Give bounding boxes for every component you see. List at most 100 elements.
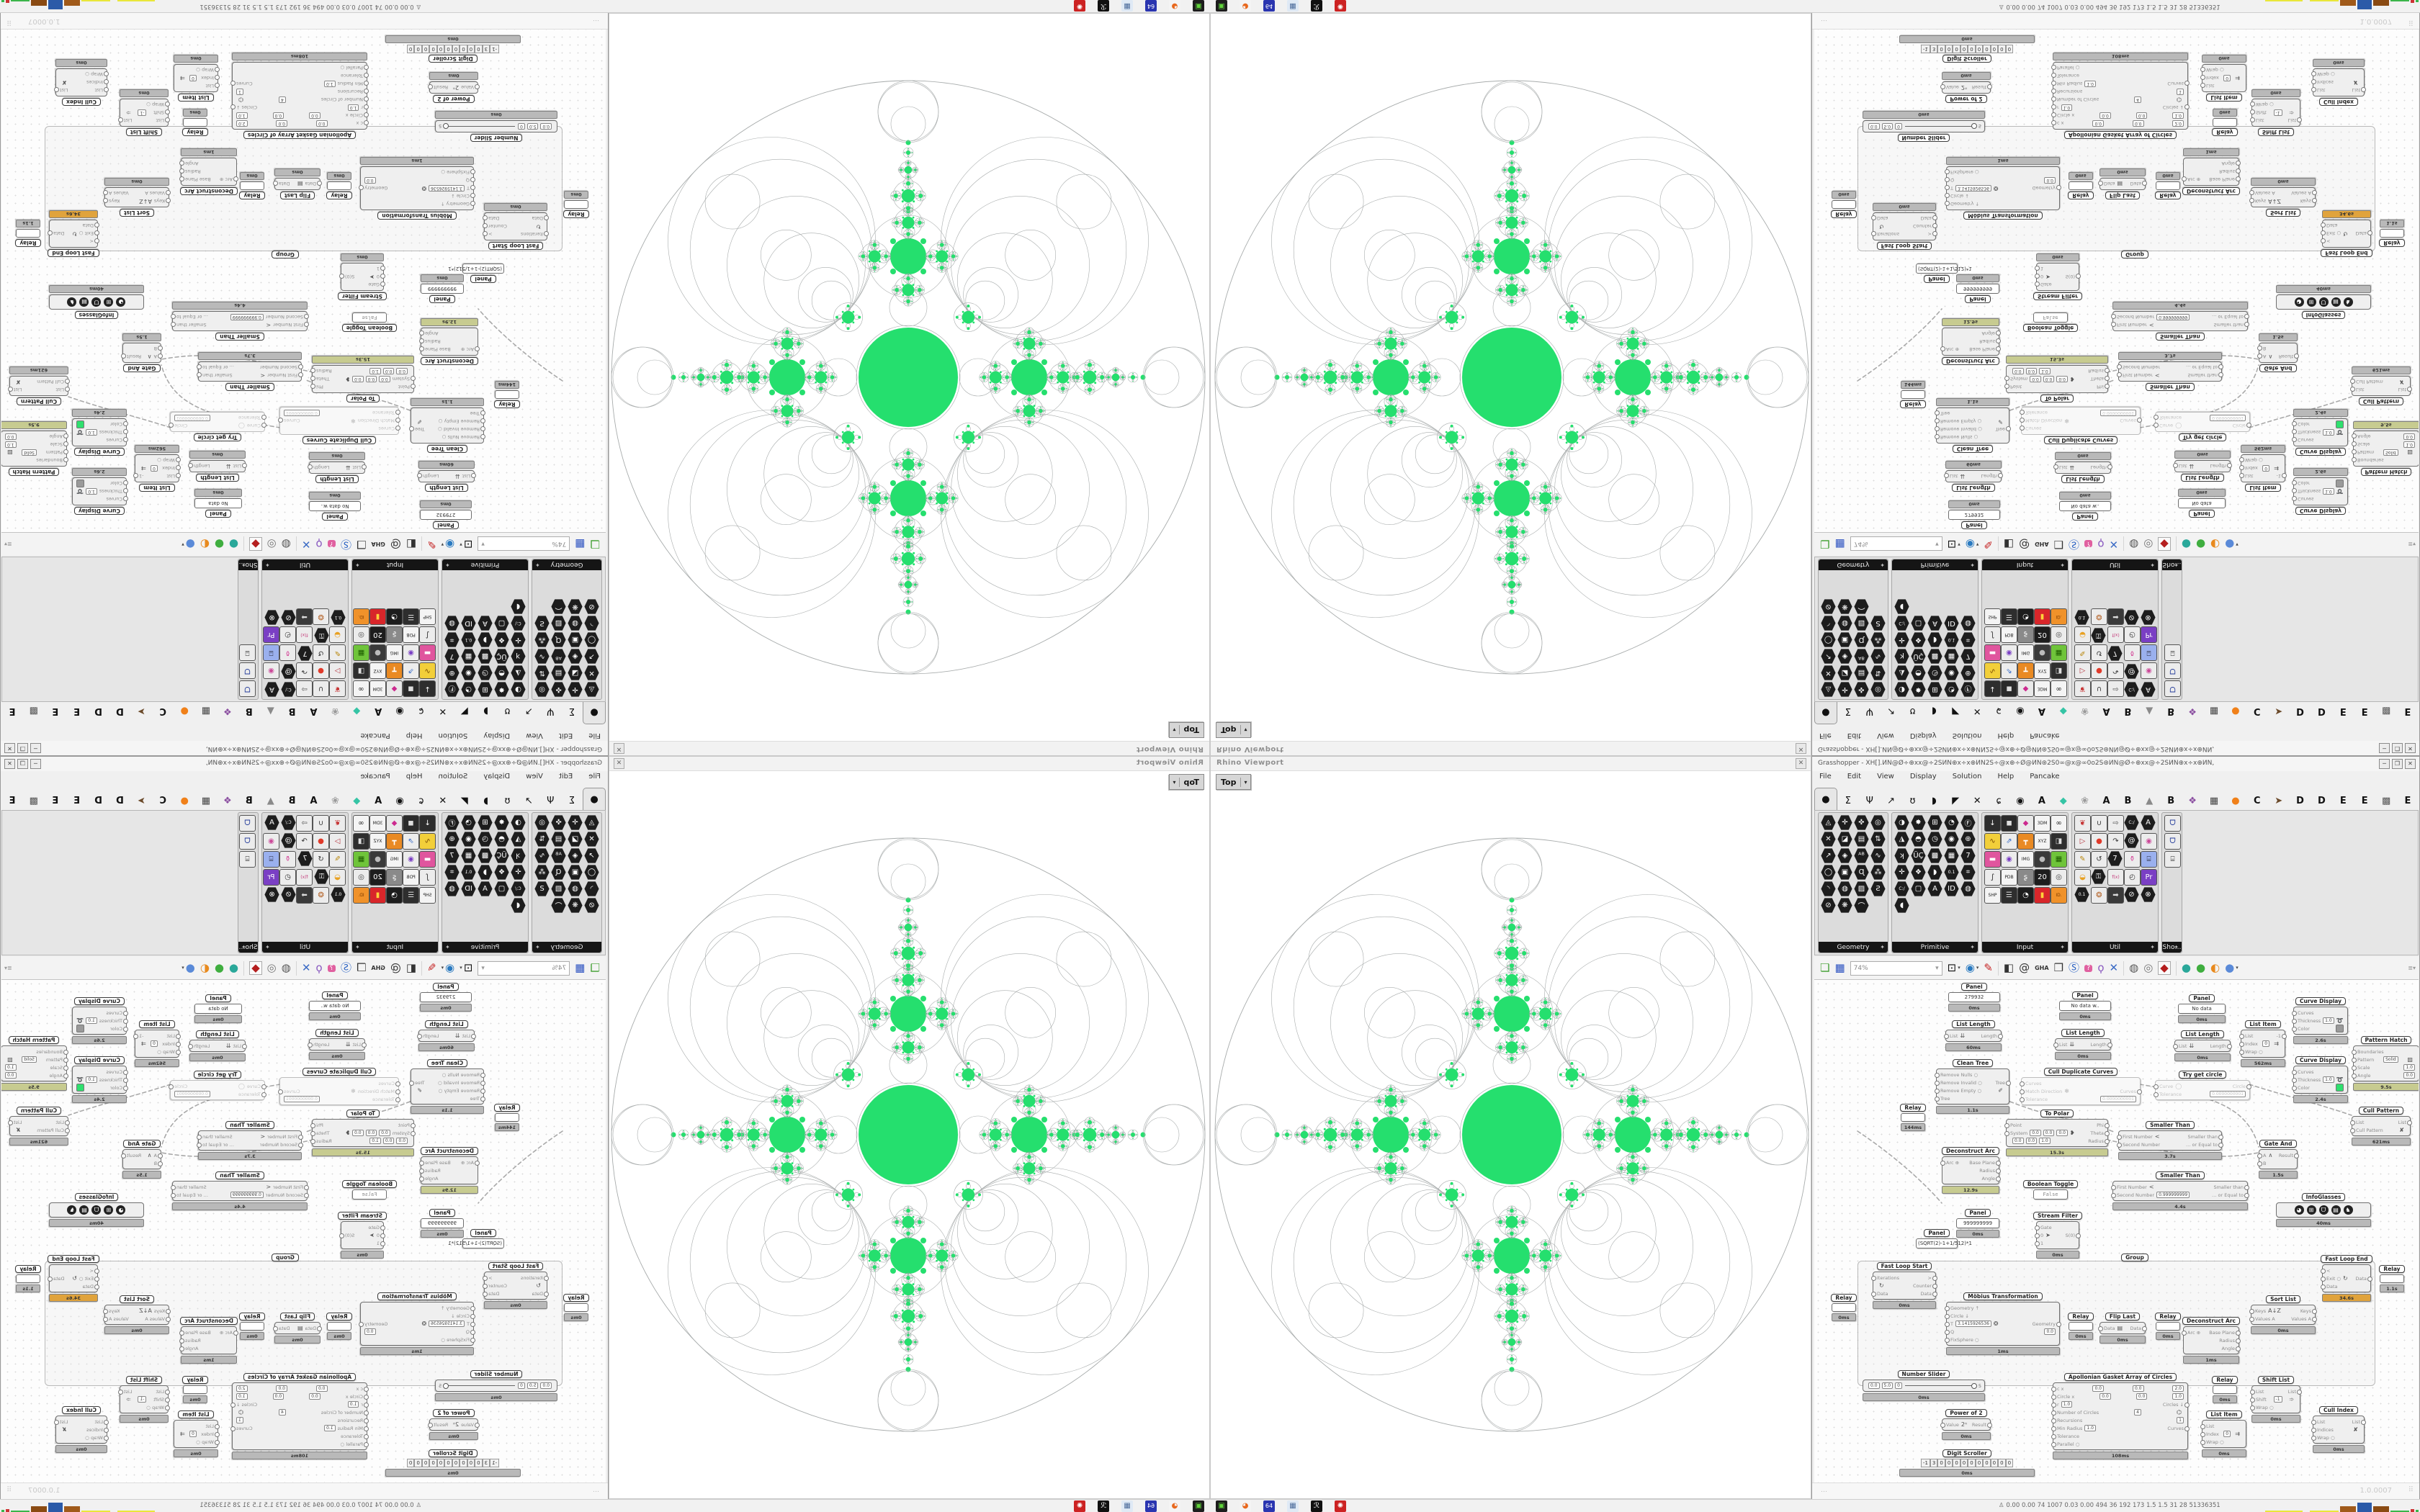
component-icon[interactable]: ◔ [1944,682,1959,697]
gh-node-deconstruct-arc[interactable]: Deconstruct Arc Arc ⊕ Base Plane Radius Angl… [419,318,480,365]
toolbar-icon-0[interactable]: ❏ [1820,538,1830,551]
gh-node-panel[interactable]: Panel 999999999 0ms [421,274,464,303]
node-cap[interactable]: Deconstruct Arc [2182,187,2240,195]
component-icon[interactable]: ∪ [2091,815,2107,832]
gh-node-stream-filter[interactable]: Stream Filter Gate 0 ➤ S(0) 1 0ms [338,1212,387,1259]
taskbar-app-icon-3[interactable]: ▦ [1287,0,1299,12]
node-cap[interactable]: Panel [1965,1209,1991,1217]
gh-node-sort-list[interactable]: Sort List Keys A↓Z Keys Values A Values A 0ms [2249,1295,2317,1334]
color-swatch[interactable] [76,1084,84,1092]
component-icon[interactable]: ◉ [461,665,476,680]
digit-cell[interactable]: 0 [1937,45,1945,53]
gh-node-list-item[interactable]: List Item List Index 0 ⇉ Wrap ○ 0ms [174,55,220,102]
node-ports[interactable]: List List Indices ✘ Wrap ○ [2311,1416,2366,1444]
menu-item-view[interactable]: View [1877,732,1894,739]
component-icon[interactable]: ⊞ [1927,815,1942,830]
node-body[interactable] [1901,1113,1925,1122]
color-swatch[interactable] [76,1025,84,1032]
component-tab-9[interactable]: ◉ [2016,795,2025,806]
gh-node-to-polar[interactable]: To Polar Point Phi System 0.0 0.0 0.0 ❥ Theta 0.0… [2004,356,2110,402]
gh-node-digit-scroller[interactable]: Digit Scroller -1 3 0 0 0 0 0 0 0 0 0 0 0ms [1899,1449,2035,1477]
component-tab-14[interactable]: B [2124,706,2132,717]
gh-node-panel[interactable]: Panel No data w.. 0ms [2059,492,2111,521]
node-ports[interactable]: < Exit ○ ↻ Data Data [48,1264,99,1292]
component-icon[interactable]: ᗜ [2164,662,2181,679]
component-tab-7[interactable]: ✕ [1973,795,1981,806]
component-icon[interactable]: f(x) [2107,869,2124,886]
node-cap[interactable]: Relay [182,128,208,136]
digit-cell[interactable]: 0 [452,45,460,53]
node-body[interactable] [2069,181,2093,190]
toolbar-icon-14[interactable]: ? [2084,964,2093,972]
node-ports[interactable]: Curves Match Direction ❃ Curves Tolerance 0.0… [278,407,400,435]
gh-node-panel[interactable]: Panel (SQRT(2)-1+1/512)*1 [448,264,504,283]
taskbar-app-icon-1[interactable]: ◕ [1169,1500,1180,1512]
node-body[interactable]: False [352,312,387,323]
gh-node-list-length[interactable]: List Length List ⇊ Length 60ms [1944,1020,2003,1051]
palette-group-label[interactable]: Input ✦ [1982,942,2068,953]
toolbar-overflow-icon[interactable]: ≣▾ [4,965,12,971]
gh-node-panel[interactable]: Panel No data w.. 0ms [309,991,361,1020]
node-cap[interactable]: Panel [433,983,459,991]
component-icon[interactable]: ◷ [478,665,493,680]
gh-node-clean-tree[interactable]: Clean Tree Remove Nulls ○ Remove Invalid ○… [1935,1059,2011,1114]
component-icon[interactable]: ↺ [2091,851,2107,868]
toolbar-icon-20[interactable]: ◆ [249,961,262,975]
gh-node-cull-pattern[interactable]: Cull Pattern List List Cull Pattern ✘ 621ms [8,366,70,405]
number-slider[interactable]: 0.0 5.0 0 5 [1863,120,1985,132]
node-ports[interactable]: First Number < Smaller than Second Number… … [2117,1130,2223,1151]
node-body[interactable] [2156,1322,2180,1331]
chevron-down-icon[interactable]: ▾ [481,540,485,548]
component-icon[interactable]: ID. [353,608,369,625]
resize-grip-icon[interactable]: ⠿ [2408,1486,2414,1494]
component-icon[interactable]: 7 [444,848,460,863]
component-icon[interactable]: ◍ [444,881,460,896]
component-icon[interactable]: ❖ [1911,865,1926,880]
component-tab-20[interactable]: C [159,706,167,717]
component-tab-15[interactable]: ▲ [2146,706,2154,717]
component-icon[interactable]: 7 [297,646,313,661]
close-button[interactable]: ✕ [4,759,15,769]
node-ports[interactable]: List ⇊ Length [417,470,476,482]
component-tab-9[interactable]: ◉ [2016,706,2025,717]
component-icon[interactable]: ❋ [1837,898,1852,913]
component-icon[interactable]: ◷ [1927,832,1942,847]
node-cap[interactable]: Relay [2379,239,2405,247]
component-icon[interactable]: PDB [403,626,419,643]
component-icon[interactable]: ⌗ [444,865,460,880]
component-tab-15[interactable]: ▲ [2146,795,2154,806]
node-body[interactable]: 999999999 [1956,1218,1999,1228]
infoglasses-icon[interactable]: ◕ [2294,1205,2304,1215]
menu-item-display[interactable]: Display [1909,773,1937,780]
component-icon[interactable]: IMG [386,644,403,661]
component-tab-4[interactable]: ʊ [504,706,511,717]
node-cap[interactable]: Panel [429,295,455,303]
node-body[interactable] [1832,200,1856,209]
digit-cell[interactable]: 0 [1968,1459,1976,1467]
component-icon[interactable]: ◈ [1837,649,1852,664]
palette-group-label[interactable]: Primitive ✦ [442,942,528,953]
component-icon[interactable]: ▣ [1837,632,1852,647]
component-icon[interactable]: 20 [369,626,386,643]
gh-node-smaller-than[interactable]: Smaller Than First Number < Smaller than Sec… [2111,1171,2249,1210]
toolbar-icon-1[interactable]: ▦ [575,538,586,551]
node-cap[interactable]: Curve Display [2295,507,2347,515]
component-icon[interactable]: ☰ [403,887,419,904]
node-ports[interactable]: Iterations > ↻ Counter Data Data [1871,1272,1937,1300]
component-icon[interactable]: ● [2034,644,2051,661]
component-icon[interactable]: ❖ [494,865,509,880]
node-ports[interactable]: List List Shift -1 ➾ Wrap ○ [118,99,170,127]
gh-node-list-length[interactable]: List Length List ⇊ Length 60ms [417,1020,476,1051]
node-cap[interactable]: Power of 2 [1945,1409,1987,1417]
node-ports[interactable]: List List Indices ✘ Wrap ○ [54,68,109,96]
toolbar-icon-11[interactable]: GHA [2035,541,2049,548]
toolbar-icon-20[interactable]: ◆ [249,537,262,551]
component-icon[interactable]: 3DM [369,680,386,697]
node-ports[interactable]: Geometry ↑ Circle ↓ T 3.1415926536 ❂ Geometry… [1945,1302,2061,1346]
node-cap[interactable]: Relay [563,210,589,218]
node-ports[interactable]: List List Cull Pattern ✘ [8,376,70,396]
digit-cell[interactable]: 0 [452,1459,460,1467]
gh-node-cull-index[interactable]: Cull Index List List Indices ✘ Wrap ○ 0ms [54,1406,109,1453]
component-tab-27[interactable]: E [9,706,16,717]
node-body[interactable]: 279932 [420,510,472,520]
